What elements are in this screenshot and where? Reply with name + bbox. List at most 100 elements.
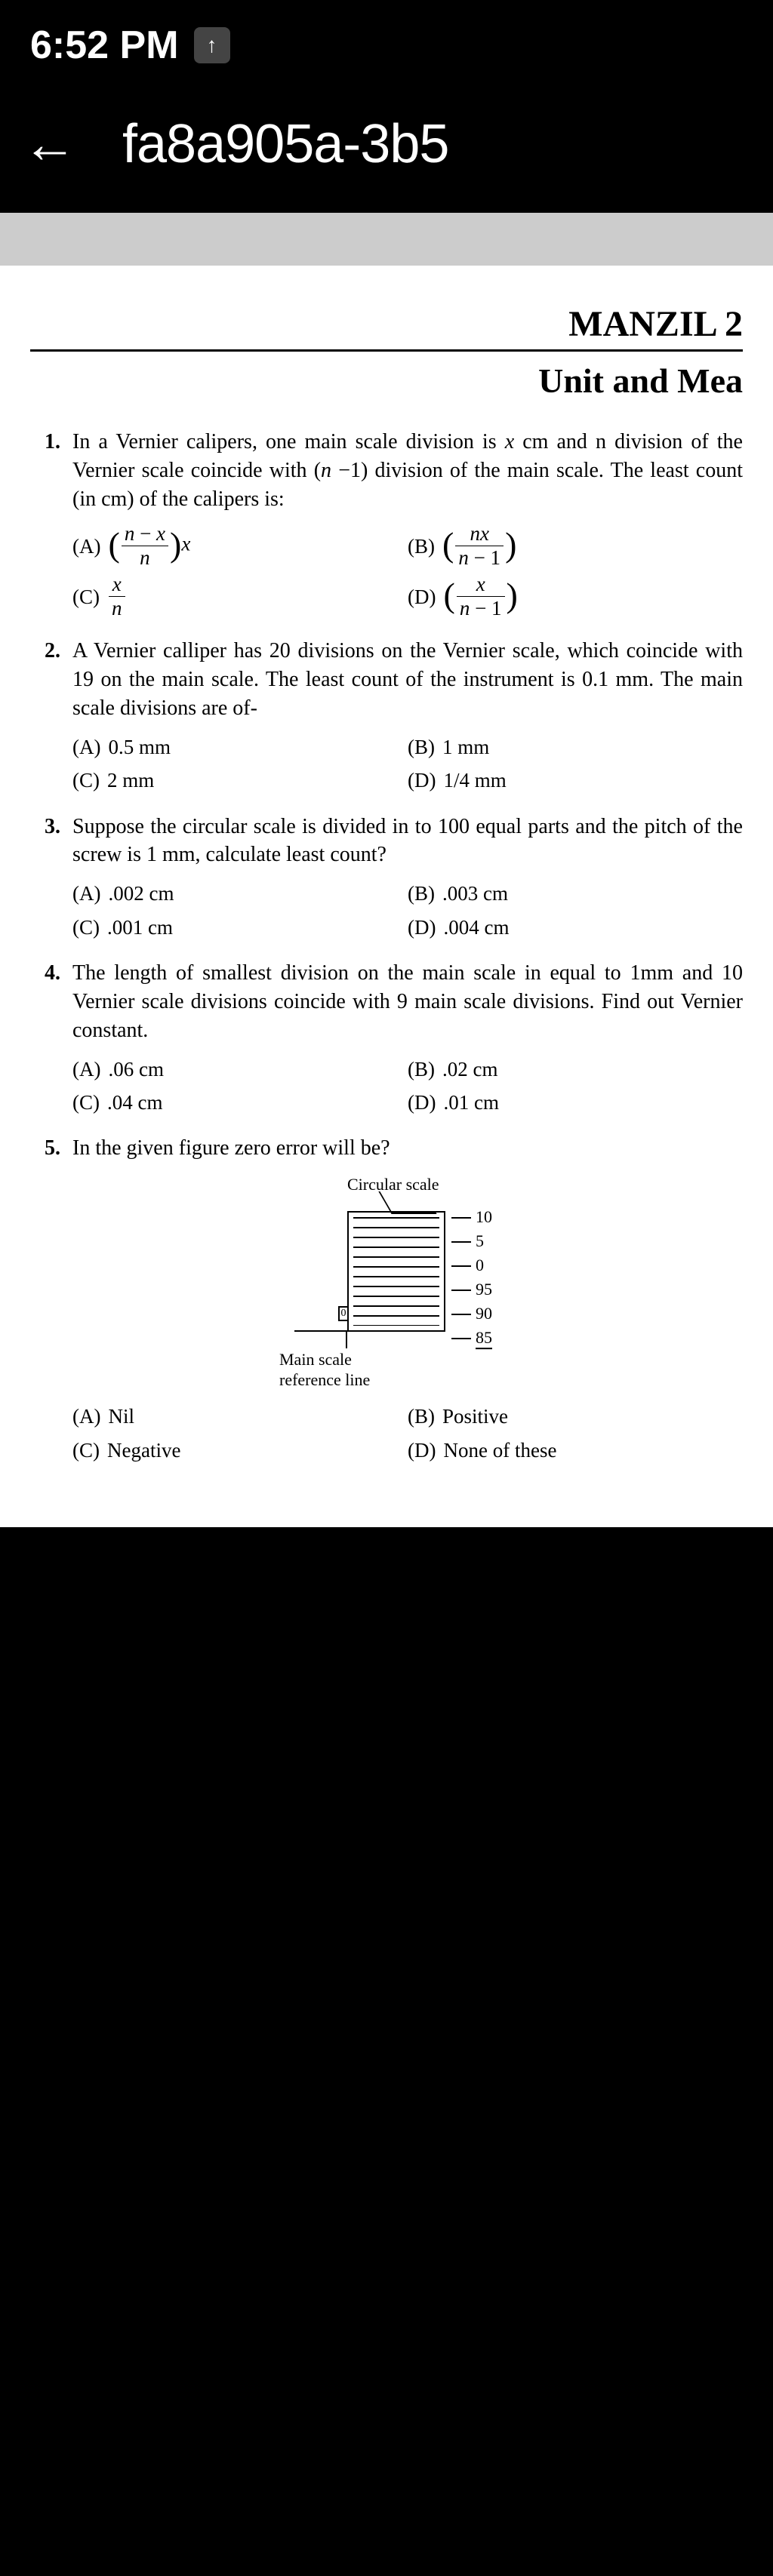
option-label: (B)	[408, 880, 442, 907]
upload-icon: ↑	[194, 27, 230, 63]
option-value: (n − xn)x	[108, 524, 190, 568]
option-label: (B)	[408, 733, 442, 761]
scale-tick	[451, 1314, 471, 1315]
option[interactable]: (B).02 cm	[408, 1053, 743, 1086]
option[interactable]: (B).003 cm	[408, 877, 743, 910]
option[interactable]: (D)(xn − 1)	[408, 571, 743, 622]
option-label: (A)	[72, 880, 108, 907]
option[interactable]: (A)(n − xn)x	[72, 521, 408, 571]
question-number: 1.	[30, 428, 72, 622]
option-value: .001 cm	[107, 914, 173, 941]
question-body: A Vernier calliper has 20 divisions on t…	[72, 637, 743, 797]
scale-tick	[451, 1241, 471, 1243]
option-label: (D)	[408, 914, 443, 941]
option[interactable]: (C)xn	[72, 571, 408, 622]
option[interactable]: (C).001 cm	[72, 911, 408, 944]
option-value: Positive	[442, 1403, 508, 1430]
option-value: .04 cm	[107, 1089, 163, 1116]
reference-zero-box: 0	[338, 1306, 349, 1321]
option-value: .004 cm	[443, 914, 509, 941]
option[interactable]: (C)2 mm	[72, 764, 408, 797]
option-value: (xn − 1)	[443, 574, 517, 619]
option[interactable]: (D)1/4 mm	[408, 764, 743, 797]
status-bar: 6:52 PM ↑	[0, 0, 773, 83]
scale-tick	[451, 1338, 471, 1339]
question-text: In a Vernier calipers, one main scale di…	[72, 428, 743, 513]
question-text: In the given figure zero error will be?	[72, 1134, 743, 1163]
reference-pointer-line	[346, 1330, 347, 1348]
options: (A)(n − xn)x(B)(nxn − 1)(C)xn(D)(xn − 1)	[72, 521, 743, 622]
option[interactable]: (A).002 cm	[72, 877, 408, 910]
scale-tick	[451, 1265, 471, 1267]
scale-tick	[451, 1290, 471, 1291]
figure-label-main-scale: Main scalereference line	[279, 1350, 370, 1390]
scale-number: 5	[476, 1230, 484, 1253]
scale-number: 0	[476, 1254, 484, 1277]
page-title: MANZIL 2	[30, 303, 743, 345]
option-value: .02 cm	[442, 1056, 498, 1083]
option[interactable]: (B)(nxn − 1)	[408, 521, 743, 571]
question-number: 2.	[30, 637, 72, 797]
options: (A)0.5 mm(B)1 mm(C)2 mm(D)1/4 mm	[72, 730, 743, 798]
option[interactable]: (A)Nil	[72, 1400, 408, 1433]
option[interactable]: (D).004 cm	[408, 911, 743, 944]
nav-bar: ← fa8a905a-3b5	[0, 83, 773, 213]
question-body: In a Vernier calipers, one main scale di…	[72, 428, 743, 622]
gray-band	[0, 213, 773, 266]
bottom-black-area	[0, 1527, 773, 1723]
question-text: The length of smallest division on the m…	[72, 959, 743, 1044]
option[interactable]: (C).04 cm	[72, 1086, 408, 1119]
option-value: Negative	[107, 1437, 180, 1464]
option-value: xn	[107, 574, 127, 619]
option-label: (D)	[408, 1437, 443, 1464]
option[interactable]: (C)Negative	[72, 1434, 408, 1467]
option[interactable]: (B)1 mm	[408, 730, 743, 764]
option-value: .01 cm	[443, 1089, 499, 1116]
screw-gauge-figure: Circular scale10509590850Main scalerefer…	[257, 1173, 559, 1392]
question-text: Suppose the circular scale is divided in…	[72, 813, 743, 870]
option[interactable]: (D)None of these	[408, 1434, 743, 1467]
option-value: 0.5 mm	[108, 733, 171, 761]
option[interactable]: (A).06 cm	[72, 1053, 408, 1086]
option-value: None of these	[443, 1437, 556, 1464]
option-label: (D)	[408, 767, 443, 794]
question-number: 5.	[30, 1134, 72, 1467]
question-number: 3.	[30, 813, 72, 944]
questions-container: 1.In a Vernier calipers, one main scale …	[30, 428, 743, 1467]
question-number: 4.	[30, 959, 72, 1119]
option-label: (A)	[72, 733, 108, 761]
question-text: A Vernier calliper has 20 divisions on t…	[72, 637, 743, 722]
options: (A)Nil(B)Positive(C)Negative(D)None of t…	[72, 1400, 743, 1467]
option[interactable]: (B)Positive	[408, 1400, 743, 1433]
option-label: (A)	[72, 1403, 108, 1430]
option-label: (C)	[72, 914, 107, 941]
option-label: (A)	[72, 533, 108, 560]
scale-number: 85	[476, 1326, 492, 1349]
document-page: MANZIL 2 Unit and Mea 1.In a Vernier cal…	[0, 266, 773, 1527]
option-label: (C)	[72, 1437, 107, 1464]
question: 4.The length of smallest division on the…	[30, 959, 743, 1119]
option-value: (nxn − 1)	[442, 524, 516, 568]
back-button[interactable]: ←	[23, 113, 77, 175]
option-value: .003 cm	[442, 880, 508, 907]
option-label: (B)	[408, 533, 442, 560]
question-body: In the given figure zero error will be?C…	[72, 1134, 743, 1467]
option-label: (B)	[408, 1403, 442, 1430]
scale-number: 10	[476, 1206, 492, 1228]
options: (A).002 cm(B).003 cm(C).001 cm(D).004 cm	[72, 877, 743, 944]
option-value: .06 cm	[108, 1056, 164, 1083]
option[interactable]: (D).01 cm	[408, 1086, 743, 1119]
file-title: fa8a905a-3b5	[122, 113, 448, 175]
option-label: (B)	[408, 1056, 442, 1083]
option-value: .002 cm	[108, 880, 174, 907]
option-label: (C)	[72, 583, 107, 610]
option[interactable]: (A)0.5 mm	[72, 730, 408, 764]
scale-number: 90	[476, 1302, 492, 1325]
option-label: (C)	[72, 1089, 107, 1116]
scale-tick	[451, 1217, 471, 1219]
option-label: (C)	[72, 767, 107, 794]
gauge-hatching	[353, 1217, 439, 1326]
question: 5.In the given figure zero error will be…	[30, 1134, 743, 1467]
page-subtitle: Unit and Mea	[30, 349, 743, 401]
option-value: 1/4 mm	[443, 767, 506, 794]
